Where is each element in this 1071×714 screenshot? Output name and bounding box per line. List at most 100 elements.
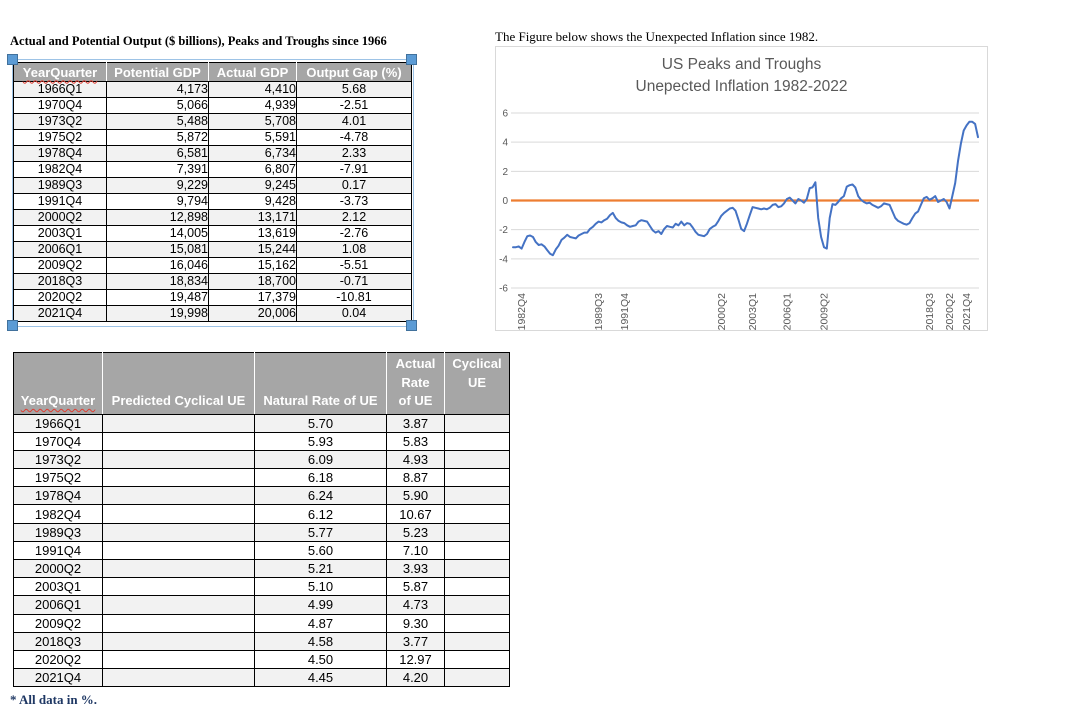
cell[interactable]: -7.91 (296, 161, 412, 178)
cell[interactable]: 2.12 (296, 209, 412, 226)
cell[interactable]: -10.81 (296, 289, 412, 306)
cell[interactable]: 1970Q4 (13, 97, 107, 114)
cell[interactable]: 5,708 (208, 113, 297, 130)
cell[interactable] (444, 486, 510, 506)
cell[interactable]: 15,162 (208, 257, 297, 274)
cell[interactable] (102, 504, 255, 524)
cell[interactable]: 1978Q4 (13, 145, 107, 162)
cell[interactable] (444, 649, 510, 670)
cell[interactable]: 17,379 (208, 289, 297, 306)
cell[interactable]: 19,487 (106, 289, 209, 306)
cell[interactable]: 5.70 (254, 413, 387, 433)
cell[interactable]: 2000Q2 (13, 558, 103, 579)
selection-handle-bottom-right[interactable] (406, 320, 417, 331)
cell[interactable] (102, 577, 255, 597)
cell[interactable]: 1966Q1 (13, 81, 107, 98)
cell[interactable] (102, 449, 255, 470)
column-header[interactable]: Output Gap (%) (296, 62, 412, 82)
cell[interactable]: 4.93 (386, 449, 445, 470)
cell[interactable]: 4,939 (208, 97, 297, 114)
cell[interactable]: 4.01 (296, 113, 412, 130)
cell[interactable]: 2018Q3 (13, 273, 107, 290)
cell[interactable] (444, 431, 510, 451)
cell[interactable]: 5.90 (386, 486, 445, 506)
cell[interactable] (102, 522, 255, 542)
cell[interactable]: 19,998 (106, 305, 209, 322)
cell[interactable]: 0.17 (296, 177, 412, 194)
cell[interactable]: -3.73 (296, 193, 412, 210)
cell[interactable]: 15,081 (106, 241, 209, 258)
cell[interactable] (444, 413, 510, 433)
cell[interactable]: 3.93 (386, 558, 445, 579)
cell[interactable]: 12,898 (106, 209, 209, 226)
cell[interactable]: 9,794 (106, 193, 209, 210)
cell[interactable]: 5.68 (296, 81, 412, 98)
cell[interactable]: 7.10 (386, 540, 445, 561)
column-header[interactable]: Potential GDP (106, 62, 209, 82)
column-header[interactable]: Actual Rate of UE (386, 352, 445, 415)
cell[interactable]: 1.08 (296, 241, 412, 258)
cell[interactable]: 1970Q4 (13, 431, 103, 451)
cell[interactable]: 1973Q2 (13, 113, 107, 130)
column-header[interactable]: Predicted Cyclical UE (102, 352, 255, 415)
cell[interactable]: 9,245 (208, 177, 297, 194)
cell[interactable]: 16,046 (106, 257, 209, 274)
inflation-chart[interactable]: US Peaks and Troughs Unepected Inflation… (495, 46, 988, 331)
cell[interactable]: 4.73 (386, 595, 445, 615)
cell[interactable]: 10.67 (386, 504, 445, 524)
cell[interactable]: 3.77 (386, 631, 445, 651)
cell[interactable]: 15,244 (208, 241, 297, 258)
cell[interactable]: 4.99 (254, 595, 387, 615)
cell[interactable]: 3.87 (386, 413, 445, 433)
cell[interactable] (102, 431, 255, 451)
cell[interactable]: 2000Q2 (13, 209, 107, 226)
column-header[interactable]: Actual GDP (208, 62, 297, 82)
cell[interactable] (444, 449, 510, 470)
cell[interactable] (444, 668, 510, 688)
output-gap-table[interactable]: YearQuarter Potential GDP Actual GDP Output… (13, 62, 412, 322)
cell[interactable]: 1973Q2 (13, 449, 103, 470)
cell[interactable] (444, 631, 510, 651)
cell[interactable]: 2006Q1 (13, 595, 103, 615)
cell[interactable] (102, 613, 255, 633)
cell[interactable]: 4.50 (254, 649, 387, 670)
cell[interactable]: 2003Q1 (13, 577, 103, 597)
cell[interactable]: -0.71 (296, 273, 412, 290)
cell[interactable] (444, 613, 510, 633)
cell[interactable]: 9.30 (386, 613, 445, 633)
cell[interactable]: 2021Q4 (13, 668, 103, 688)
cell[interactable]: 13,619 (208, 225, 297, 242)
cell[interactable]: 1989Q3 (13, 522, 103, 542)
cell[interactable]: 2009Q2 (13, 257, 107, 274)
cell[interactable] (102, 649, 255, 670)
cell[interactable]: 5.93 (254, 431, 387, 451)
cell[interactable]: 2003Q1 (13, 225, 107, 242)
cell[interactable]: 1966Q1 (13, 413, 103, 433)
cell[interactable]: 6.12 (254, 504, 387, 524)
cell[interactable] (444, 595, 510, 615)
cell[interactable]: 13,171 (208, 209, 297, 226)
cell[interactable]: 1978Q4 (13, 486, 103, 506)
cell[interactable] (102, 668, 255, 688)
column-header[interactable]: Natural Rate of UE (254, 352, 387, 415)
cell[interactable]: 4.58 (254, 631, 387, 651)
cell[interactable]: 6,807 (208, 161, 297, 178)
cell[interactable] (102, 595, 255, 615)
cell[interactable]: 1982Q4 (13, 161, 107, 178)
cell[interactable]: 5.87 (386, 577, 445, 597)
column-header[interactable]: YearQuarter (13, 352, 103, 415)
cell[interactable] (444, 504, 510, 524)
cell[interactable] (102, 540, 255, 561)
cell[interactable] (444, 577, 510, 597)
cell[interactable]: 2020Q2 (13, 289, 107, 306)
cell[interactable]: 5.83 (386, 431, 445, 451)
cell[interactable]: 2006Q1 (13, 241, 107, 258)
cell[interactable]: -4.78 (296, 129, 412, 146)
cell[interactable]: 6,734 (208, 145, 297, 162)
cell[interactable]: 5,591 (208, 129, 297, 146)
cell[interactable]: 2021Q4 (13, 305, 107, 322)
cell[interactable]: 9,428 (208, 193, 297, 210)
column-header[interactable]: YearQuarter (13, 62, 107, 82)
selection-handle-top-right[interactable] (406, 54, 417, 65)
cell[interactable]: 6.24 (254, 486, 387, 506)
